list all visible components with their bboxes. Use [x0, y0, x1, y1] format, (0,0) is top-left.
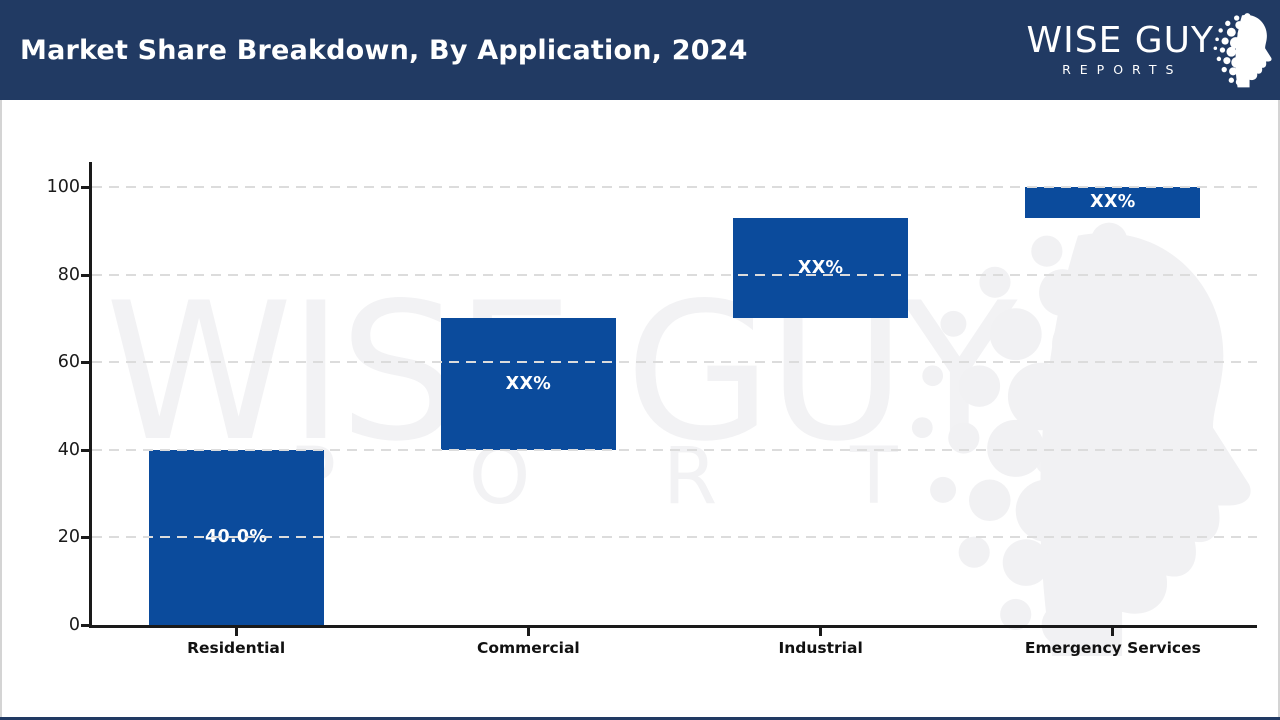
- y-tick-label-100: 100: [46, 177, 80, 197]
- x-category-label-industrial: Industrial: [778, 639, 863, 657]
- gridline-40: [92, 448, 1257, 451]
- x-category-label-residential: Residential: [187, 639, 286, 657]
- bar-emergency-services: XX%: [1025, 187, 1201, 218]
- bottom-accent-strip: [0, 717, 1280, 720]
- y-tick-mark-40: [81, 448, 89, 452]
- y-tick-mark-60: [81, 361, 89, 365]
- brand-name: WISE GUY: [1026, 20, 1214, 61]
- y-tick-label-60: 60: [57, 352, 80, 373]
- x-tick-mark-emergency-services: [1111, 628, 1115, 636]
- watermark-face-profile: [911, 222, 1251, 656]
- bar-industrial: XX%: [733, 217, 909, 319]
- gridline-80: [92, 273, 1257, 276]
- face-profile-icon: [1213, 13, 1272, 88]
- y-tick-mark-0: [81, 624, 89, 627]
- y-tick-label-80: 80: [57, 264, 80, 285]
- y-tick-label-0: 0: [68, 615, 80, 635]
- bar-commercial: XX%: [440, 318, 616, 450]
- header: Market Share Breakdown, By Application, …: [0, 0, 1280, 100]
- watermark-text-bottom: P O R T S: [289, 432, 1134, 522]
- gridline-20: [92, 536, 1257, 539]
- bar-value-label-emergency-services: XX%: [1090, 192, 1136, 213]
- gridline-60: [92, 361, 1257, 364]
- y-axis-line: [89, 162, 92, 628]
- y-tick-mark-100: [81, 186, 89, 189]
- brand-logo-text: WISE GUY REPORTS: [1026, 20, 1215, 78]
- x-tick-mark-commercial: [526, 628, 530, 636]
- gridline-100: [92, 186, 1257, 188]
- y-tick-mark-80: [81, 273, 89, 277]
- x-category-label-emergency-services: Emergency Services: [1024, 639, 1201, 657]
- brand-logo: WISE GUY REPORTS: [1027, 12, 1277, 88]
- x-category-label-commercial: Commercial: [476, 639, 580, 657]
- brand-subname: REPORTS: [1062, 62, 1183, 77]
- bar-value-label-industrial: XX%: [797, 258, 844, 279]
- chart-area: WISE GUY P O R T S 40.0% XX% XX% XX% 0 20 40 6…: [0, 100, 1280, 720]
- y-tick-label-20: 20: [57, 527, 80, 548]
- x-axis-line: [89, 625, 1257, 628]
- bar-value-label-commercial: XX%: [505, 374, 552, 395]
- chart-title: Market Share Breakdown, By Application, …: [20, 34, 748, 66]
- x-tick-mark-residential: [234, 628, 238, 636]
- y-tick-label-40: 40: [57, 439, 80, 460]
- x-tick-mark-industrial: [819, 628, 823, 636]
- y-tick-mark-20: [81, 536, 89, 540]
